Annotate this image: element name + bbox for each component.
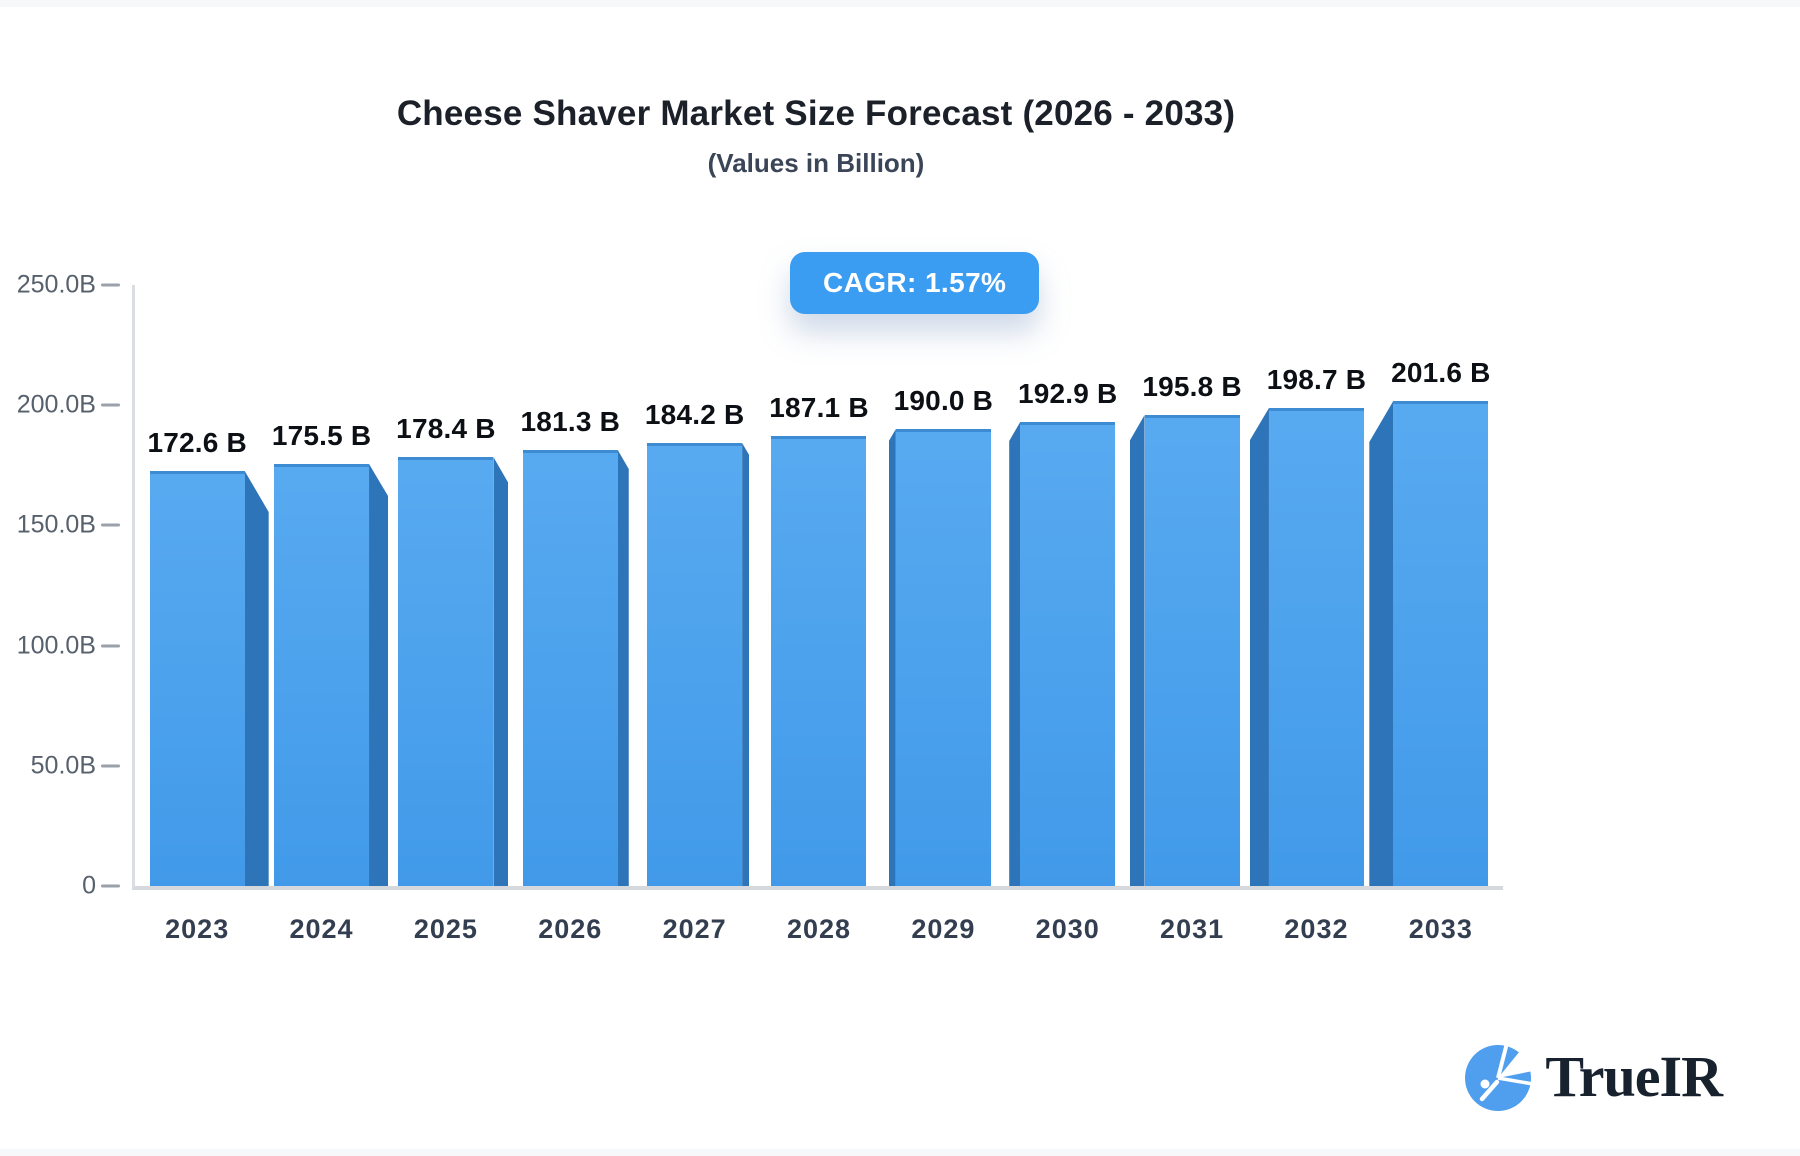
chart-title: Cheese Shaver Market Size Forecast (2026… <box>396 94 1236 133</box>
bottom-edge-strip <box>0 1149 1800 1156</box>
bar-value-label: 184.2 B <box>644 399 745 430</box>
y-axis-tick-label: 100.0B <box>16 631 96 660</box>
bar-value-label: 201.6 B <box>1391 357 1491 388</box>
y-axis-tick-mark <box>101 764 120 768</box>
y-axis-tick-label: 150.0B <box>16 510 96 539</box>
bar-value-label: 195.8 B <box>1142 371 1242 402</box>
plot-area: 250.0B 200.0B 150.0B 100.0B 50.0B 0 172.6 B 202… <box>17 271 1503 944</box>
bar-2024 <box>274 464 370 886</box>
bar-group-2024: 175.5 B 2024 <box>259 285 389 944</box>
cagr-badge: CAGR: 1.57% <box>790 252 1040 314</box>
bar-value-label: 198.7 B <box>1266 364 1367 395</box>
bar-value-label: 181.3 B <box>520 406 620 437</box>
x-axis-label: 2028 <box>786 914 852 944</box>
bar-2033 <box>1393 401 1489 886</box>
bar-value-label: 172.6 B <box>147 427 247 458</box>
y-axis-tick-label: 50.0B <box>30 751 96 780</box>
bar-2027 <box>647 443 743 886</box>
bar-3d-side-2025 <box>493 457 509 886</box>
bar-3d-side-2032 <box>1249 408 1269 886</box>
bar-3d-side-2030 <box>1009 422 1021 886</box>
bar-3d-side-2026 <box>617 450 629 886</box>
bar-2023 <box>149 471 245 886</box>
y-axis-tick-mark <box>101 403 120 407</box>
y-axis-tick-mark <box>101 523 120 527</box>
bar-value-label: 187.1 B <box>769 392 869 423</box>
bar-value-label: 178.4 B <box>396 413 496 444</box>
x-axis-label: 2029 <box>911 914 976 944</box>
bar-group-2026: 181.3 B 2026 <box>508 285 632 944</box>
bar-group-2030: 192.9 B 2030 <box>1006 285 1130 944</box>
y-axis-tick-mark <box>101 644 120 648</box>
bar-group-2023: 172.6 B 2023 <box>135 285 269 944</box>
y-axis-tick-label: 0 <box>82 871 96 900</box>
x-axis-label: 2024 <box>289 914 354 944</box>
bar-3d-side-2031 <box>1129 415 1145 886</box>
x-axis-label: 2023 <box>165 914 230 944</box>
x-axis-label: 2025 <box>413 914 478 944</box>
top-edge-strip <box>0 0 1800 7</box>
bar-2030 <box>1020 422 1116 886</box>
chart-subtitle: (Values in Billion) <box>707 148 925 178</box>
pie-chart-logo-icon <box>1465 1042 1534 1111</box>
bar-group-2032: 198.7 B 2032 <box>1249 285 1378 944</box>
bar-group-2027: 184.2 B 2027 <box>632 285 756 944</box>
bar-3d-side-2024 <box>369 464 389 886</box>
y-axis-tick-mark <box>101 283 120 287</box>
y-axis-tick-label: 200.0B <box>16 390 96 419</box>
bar-2025 <box>398 457 494 886</box>
bar-group-2031: 195.8 B 2031 <box>1129 285 1254 944</box>
x-axis-label: 2033 <box>1408 914 1473 944</box>
bar-value-label: 175.5 B <box>271 420 372 451</box>
bar-value-label: 190.0 B <box>893 385 994 416</box>
bar-value-label: 192.9 B <box>1017 378 1118 409</box>
bar-2029 <box>895 429 991 886</box>
brand-logo: TrueIR <box>1461 1040 1723 1114</box>
x-axis-label: 2027 <box>662 914 727 944</box>
bar-2026 <box>522 450 618 886</box>
bar-group-2033: 201.6 B 2033 <box>1369 285 1503 944</box>
bar-group-2028: 187.1 B 2028 <box>757 285 881 944</box>
bar-3d-side-2033 <box>1369 401 1394 886</box>
bar-3d-side-2023 <box>244 471 269 886</box>
bar-3d-side-2029 <box>888 429 896 886</box>
bar-2032 <box>1268 408 1364 886</box>
x-axis-label: 2030 <box>1035 914 1100 944</box>
y-axis-tick-mark <box>101 884 120 888</box>
x-axis-label: 2031 <box>1160 914 1225 944</box>
bar-2031 <box>1144 415 1240 886</box>
brand-logo-text: TrueIR <box>1545 1044 1723 1109</box>
x-axis-label: 2026 <box>538 914 603 944</box>
bar-3d-side-2027 <box>742 443 750 886</box>
bar-group-2025: 178.4 B 2025 <box>384 285 509 944</box>
x-axis-label: 2032 <box>1284 914 1349 944</box>
y-axis-tick-label: 250.0B <box>16 270 96 299</box>
bar-2028 <box>771 436 867 886</box>
bar-group-2029: 190.0 B 2029 <box>881 285 1005 944</box>
